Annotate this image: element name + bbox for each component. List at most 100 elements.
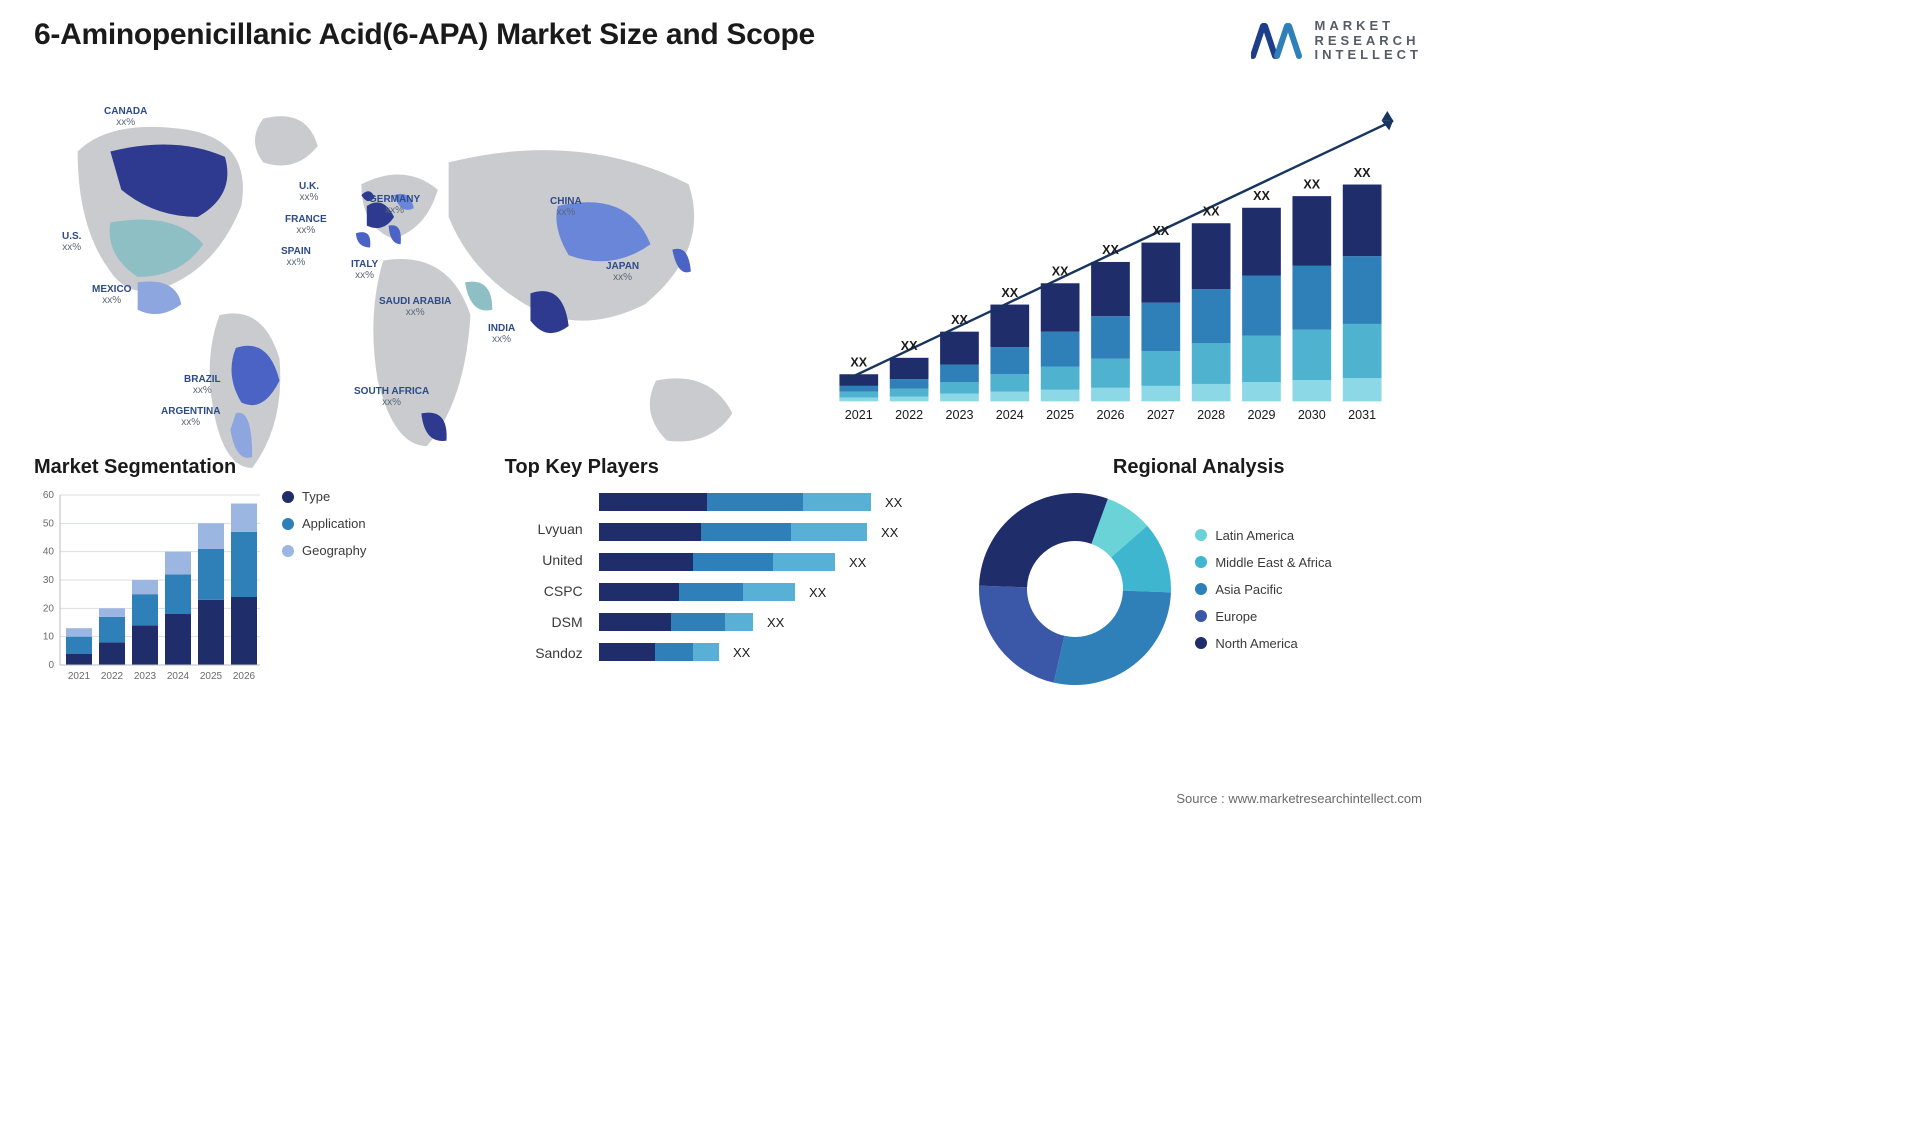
logo-line: INTELLECT	[1315, 48, 1423, 63]
legend-item: Geography	[282, 543, 366, 558]
legend-item: Latin America	[1195, 528, 1331, 543]
map-country-label: CANADAxx%	[104, 106, 147, 128]
map-country-label: U.K.xx%	[299, 181, 319, 203]
legend-dot	[282, 518, 294, 530]
svg-text:2028: 2028	[1197, 408, 1225, 422]
svg-text:2029: 2029	[1247, 408, 1275, 422]
segmentation-chart: 0102030405060202120222023202420252026	[34, 489, 264, 689]
svg-text:XX: XX	[951, 313, 968, 327]
svg-text:2025: 2025	[1046, 408, 1074, 422]
legend-label: Type	[302, 489, 330, 504]
legend-label: Europe	[1215, 609, 1257, 624]
legend-item: Type	[282, 489, 366, 504]
legend-item: Asia Pacific	[1195, 582, 1331, 597]
svg-text:2031: 2031	[1348, 408, 1376, 422]
players-panel: Top Key Players LvyuanUnitedCSPCDSMSando…	[505, 456, 952, 689]
svg-text:10: 10	[43, 632, 55, 643]
logo-line: MARKET	[1315, 19, 1423, 34]
legend-dot	[1195, 529, 1207, 541]
legend-dot	[1195, 637, 1207, 649]
svg-text:0: 0	[48, 660, 54, 671]
svg-text:XX: XX	[733, 645, 751, 660]
svg-text:XX: XX	[1253, 189, 1270, 203]
player-name: United	[505, 552, 583, 568]
top-row: CANADAxx%U.S.xx%MEXICOxx%BRAZILxx%ARGENT…	[34, 86, 1422, 436]
svg-text:30: 30	[43, 575, 55, 586]
segmentation-svg: 0102030405060202120222023202420252026	[34, 489, 264, 689]
svg-text:XX: XX	[1102, 243, 1119, 257]
map-country-label: ITALYxx%	[351, 259, 378, 281]
legend-label: North America	[1215, 636, 1297, 651]
growth-chart: XX2021XX2022XX2023XX2024XX2025XX2026XX20…	[822, 86, 1422, 436]
map-country-label: JAPANxx%	[606, 261, 639, 283]
map-country-label: MEXICOxx%	[92, 284, 131, 306]
player-name: CSPC	[505, 583, 583, 599]
map-svg	[34, 86, 798, 468]
svg-text:2023: 2023	[134, 671, 157, 682]
logo-text: MARKET RESEARCH INTELLECT	[1315, 19, 1423, 64]
svg-text:XX: XX	[849, 555, 867, 570]
svg-text:XX: XX	[901, 339, 918, 353]
map-country-label: U.S.xx%	[62, 231, 81, 253]
svg-text:XX: XX	[1303, 177, 1320, 191]
growth-svg: XX2021XX2022XX2023XX2024XX2025XX2026XX20…	[822, 86, 1422, 436]
page-title: 6-Aminopenicillanic Acid(6-APA) Market S…	[34, 18, 815, 52]
legend-item: Europe	[1195, 609, 1331, 624]
legend-label: Asia Pacific	[1215, 582, 1282, 597]
regional-legend: Latin AmericaMiddle East & AfricaAsia Pa…	[1195, 528, 1331, 651]
svg-text:2022: 2022	[895, 408, 923, 422]
svg-text:XX: XX	[1354, 166, 1371, 180]
player-name: Sandoz	[505, 645, 583, 661]
map-country-label: SPAINxx%	[281, 246, 311, 268]
svg-text:2026: 2026	[233, 671, 256, 682]
svg-text:XX: XX	[1001, 286, 1018, 300]
legend-item: North America	[1195, 636, 1331, 651]
regional-panel: Regional Analysis Latin AmericaMiddle Ea…	[975, 456, 1422, 689]
svg-text:XX: XX	[1052, 265, 1069, 279]
source-text: Source : www.marketresearchintellect.com	[1176, 791, 1422, 806]
svg-text:2024: 2024	[996, 408, 1024, 422]
map-country-label: FRANCExx%	[285, 214, 327, 236]
segmentation-legend: Type Application Geography	[282, 489, 366, 558]
svg-text:XX: XX	[881, 525, 899, 540]
player-name: DSM	[505, 614, 583, 630]
svg-text:XX: XX	[1152, 224, 1169, 238]
svg-text:XX: XX	[885, 495, 903, 510]
legend-dot	[282, 491, 294, 503]
svg-text:2022: 2022	[101, 671, 124, 682]
svg-text:2027: 2027	[1147, 408, 1175, 422]
legend-dot	[1195, 583, 1207, 595]
svg-text:XX: XX	[767, 615, 785, 630]
map-country-label: INDIAxx%	[488, 323, 515, 345]
legend-label: Latin America	[1215, 528, 1294, 543]
legend-label: Application	[302, 516, 366, 531]
bottom-row: Market Segmentation 01020304050602021202…	[34, 456, 1422, 689]
regional-donut	[975, 489, 1175, 689]
donut-svg	[975, 489, 1175, 689]
legend-dot	[1195, 556, 1207, 568]
svg-text:XX: XX	[809, 585, 827, 600]
svg-text:2030: 2030	[1298, 408, 1326, 422]
svg-text:2026: 2026	[1096, 408, 1124, 422]
svg-text:2024: 2024	[167, 671, 190, 682]
header: 6-Aminopenicillanic Acid(6-APA) Market S…	[34, 18, 1422, 64]
svg-text:2021: 2021	[68, 671, 91, 682]
legend-item: Application	[282, 516, 366, 531]
legend-dot	[1195, 610, 1207, 622]
legend-dot	[282, 545, 294, 557]
brand-logo: MARKET RESEARCH INTELLECT	[1251, 18, 1423, 64]
svg-text:2021: 2021	[845, 408, 873, 422]
svg-text:2025: 2025	[200, 671, 223, 682]
svg-text:40: 40	[43, 547, 55, 558]
map-country-label: BRAZILxx%	[184, 374, 221, 396]
players-labels: LvyuanUnitedCSPCDSMSandoz	[505, 489, 583, 689]
map-country-label: GERMANYxx%	[369, 194, 420, 216]
players-svg: XX XX XX XX XX XX	[595, 489, 915, 689]
svg-text:20: 20	[43, 603, 55, 614]
map-country-label: CHINAxx%	[550, 196, 582, 218]
svg-text:60: 60	[43, 490, 55, 501]
svg-text:XX: XX	[1203, 205, 1220, 219]
logo-line: RESEARCH	[1315, 34, 1423, 49]
players-chart: XX XX XX XX XX XX	[595, 489, 905, 689]
logo-icon	[1251, 18, 1305, 64]
